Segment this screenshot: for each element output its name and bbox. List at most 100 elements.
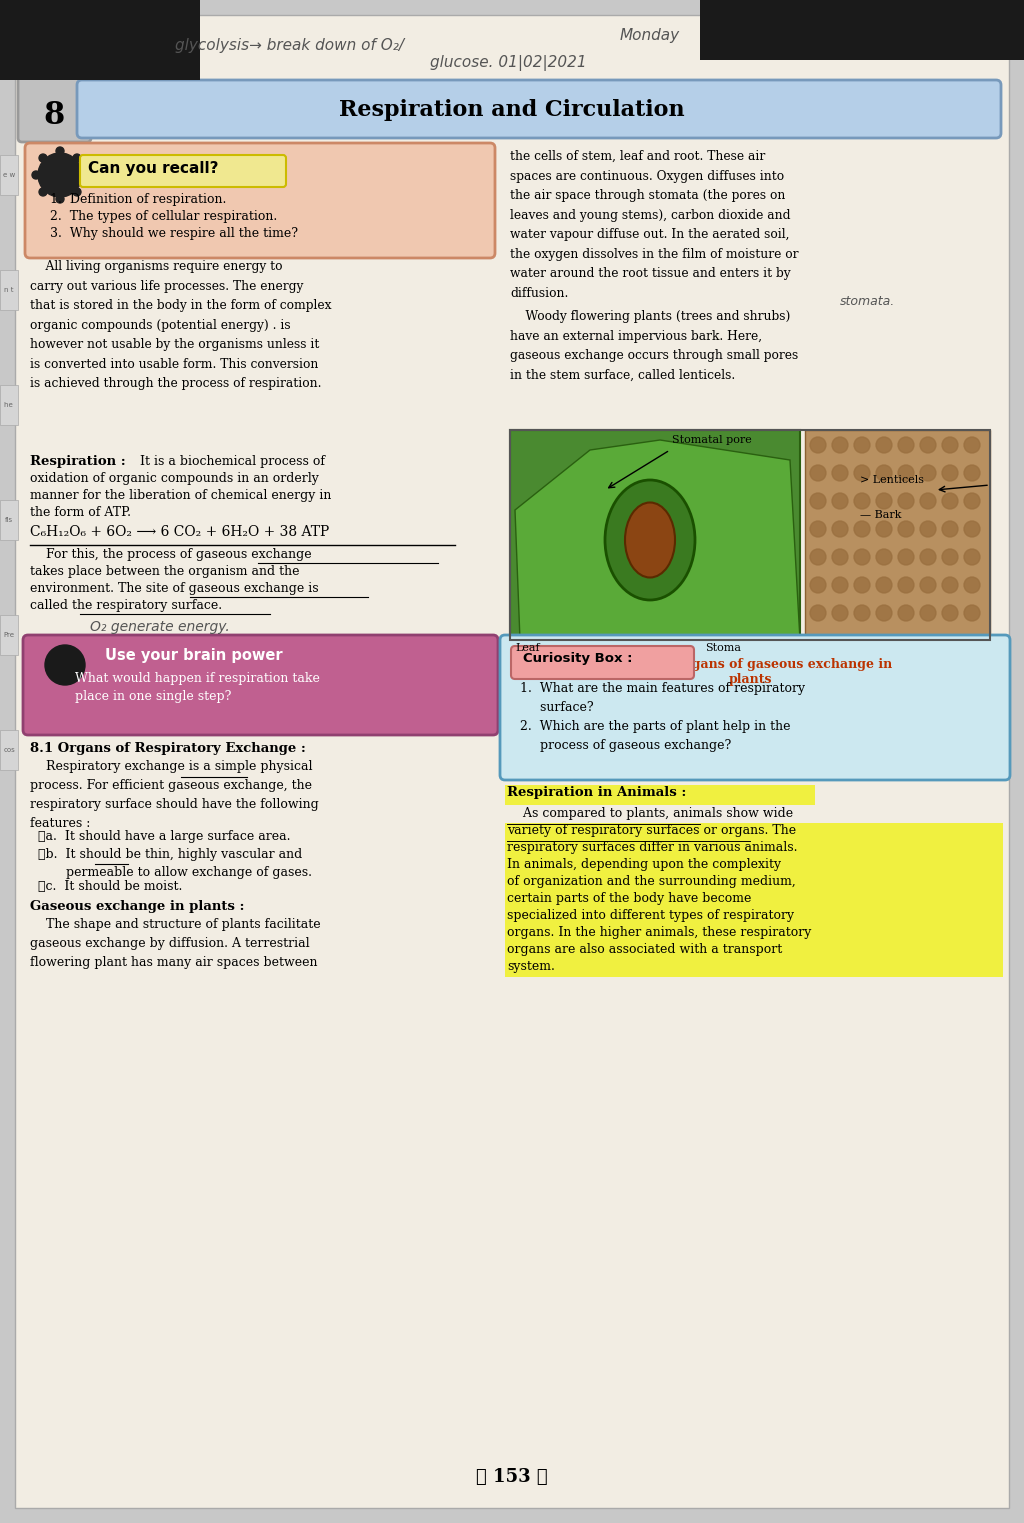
Circle shape [831, 521, 848, 538]
Text: variety of respiratory surfaces or organs. The: variety of respiratory surfaces or organ… [507, 824, 796, 838]
Circle shape [854, 548, 870, 565]
Bar [510, 429, 800, 640]
Text: 1.  Definition of respiration.: 1. Definition of respiration. [50, 193, 226, 206]
Text: 2.  The types of cellular respiration.: 2. The types of cellular respiration. [50, 210, 278, 222]
Text: Pre: Pre [3, 632, 14, 638]
Bar [700, 0, 1024, 59]
Text: For this, the process of gaseous exchange: For this, the process of gaseous exchang… [30, 548, 311, 560]
Text: 1.  What are the main features of respiratory
     surface?: 1. What are the main features of respira… [520, 682, 805, 714]
Bar [0, 385, 18, 425]
Circle shape [920, 493, 936, 509]
FancyBboxPatch shape [23, 635, 498, 736]
Text: glycolysis→ break down of O₂/: glycolysis→ break down of O₂/ [175, 38, 404, 53]
Circle shape [32, 171, 40, 180]
Text: Monday: Monday [620, 27, 680, 43]
Circle shape [810, 437, 826, 452]
Circle shape [898, 437, 914, 452]
Text: Respiration in Animals :: Respiration in Animals : [507, 786, 686, 800]
Text: glucose. 01|02|2021: glucose. 01|02|2021 [430, 55, 587, 72]
Text: Woody flowering plants (trees and shrubs)
have an external impervious bark. Here: Woody flowering plants (trees and shrubs… [510, 311, 799, 381]
Circle shape [964, 605, 980, 621]
Text: manner for the liberation of chemical energy in: manner for the liberation of chemical en… [30, 489, 332, 503]
Text: 3.  Why should we respire all the time?: 3. Why should we respire all the time? [50, 227, 298, 241]
Text: the cells of stem, leaf and root. These air
spaces are continuous. Oxygen diffus: the cells of stem, leaf and root. These … [510, 149, 799, 300]
Text: Leaf: Leaf [515, 643, 540, 653]
Circle shape [920, 521, 936, 538]
Bar [0, 615, 18, 655]
Circle shape [831, 548, 848, 565]
Text: ✓b.  It should be thin, highly vascular and
       permeable to allow exchange o: ✓b. It should be thin, highly vascular a… [38, 848, 312, 879]
Text: 2.  Which are the parts of plant help in the
     process of gaseous exchange?: 2. Which are the parts of plant help in … [520, 720, 791, 752]
Circle shape [810, 548, 826, 565]
Circle shape [920, 605, 936, 621]
Bar [0, 270, 18, 311]
Text: organs are also associated with a transport: organs are also associated with a transp… [507, 943, 782, 956]
Circle shape [73, 154, 81, 161]
Text: n t: n t [4, 286, 13, 292]
Text: As compared to plants, animals show wide: As compared to plants, animals show wide [507, 807, 794, 819]
Text: Respiratory exchange is a simple physical
process. For efficient gaseous exchang: Respiratory exchange is a simple physica… [30, 760, 318, 830]
FancyBboxPatch shape [25, 143, 495, 257]
Text: O₂ generate energy.: O₂ generate energy. [90, 620, 229, 634]
Text: In animals, depending upon the complexity: In animals, depending upon the complexit… [507, 857, 781, 871]
Text: 8: 8 [43, 99, 65, 131]
Text: e w: e w [3, 172, 15, 178]
Circle shape [964, 465, 980, 481]
Circle shape [831, 493, 848, 509]
Circle shape [810, 605, 826, 621]
Text: The shape and structure of plants facilitate
gaseous exchange by diffusion. A te: The shape and structure of plants facili… [30, 918, 321, 969]
Circle shape [964, 493, 980, 509]
Text: respiratory surfaces differ in various animals.: respiratory surfaces differ in various a… [507, 841, 798, 854]
Text: Use your brain power: Use your brain power [105, 647, 283, 663]
Text: What would happen if respiration take
place in one single step?: What would happen if respiration take pl… [75, 672, 319, 704]
Circle shape [898, 548, 914, 565]
Circle shape [876, 577, 892, 592]
Bar [505, 959, 1002, 976]
Text: called the respiratory surface.: called the respiratory surface. [30, 599, 222, 612]
Text: of organization and the surrounding medium,: of organization and the surrounding medi… [507, 876, 796, 888]
Text: system.: system. [507, 959, 555, 973]
Circle shape [56, 148, 63, 155]
Text: It is a biochemical process of: It is a biochemical process of [140, 455, 325, 468]
Circle shape [942, 493, 958, 509]
Bar [505, 908, 1002, 926]
Circle shape [964, 521, 980, 538]
Text: Stoma: Stoma [705, 643, 741, 653]
Text: Fig. 8.1 : Organs of gaseous exchange in: Fig. 8.1 : Organs of gaseous exchange in [608, 658, 892, 672]
Bar [805, 429, 990, 640]
FancyBboxPatch shape [80, 155, 286, 187]
Bar [505, 822, 1002, 841]
Circle shape [45, 646, 85, 685]
Circle shape [854, 437, 870, 452]
Bar [0, 730, 18, 771]
Text: he: he [3, 402, 14, 408]
Circle shape [920, 548, 936, 565]
Circle shape [920, 465, 936, 481]
Circle shape [854, 493, 870, 509]
Circle shape [942, 465, 958, 481]
Bar [505, 857, 1002, 876]
Text: stomata.: stomata. [840, 295, 895, 308]
Circle shape [854, 605, 870, 621]
Circle shape [810, 521, 826, 538]
Bar [510, 429, 990, 640]
Text: Respiration and Circulation: Respiration and Circulation [339, 99, 685, 120]
Text: fis: fis [5, 516, 13, 522]
Circle shape [898, 493, 914, 509]
Circle shape [942, 548, 958, 565]
FancyBboxPatch shape [511, 646, 694, 679]
Circle shape [831, 605, 848, 621]
Circle shape [876, 548, 892, 565]
Circle shape [80, 171, 88, 180]
Text: certain parts of the body have become: certain parts of the body have become [507, 892, 752, 905]
Text: the form of ATP.: the form of ATP. [30, 506, 131, 519]
Text: specialized into different types of respiratory: specialized into different types of resp… [507, 909, 795, 921]
Ellipse shape [605, 480, 695, 600]
Polygon shape [515, 440, 800, 640]
Circle shape [898, 465, 914, 481]
Circle shape [898, 521, 914, 538]
Text: cos: cos [3, 746, 15, 752]
Circle shape [964, 577, 980, 592]
Bar [505, 874, 1002, 892]
Circle shape [920, 437, 936, 452]
